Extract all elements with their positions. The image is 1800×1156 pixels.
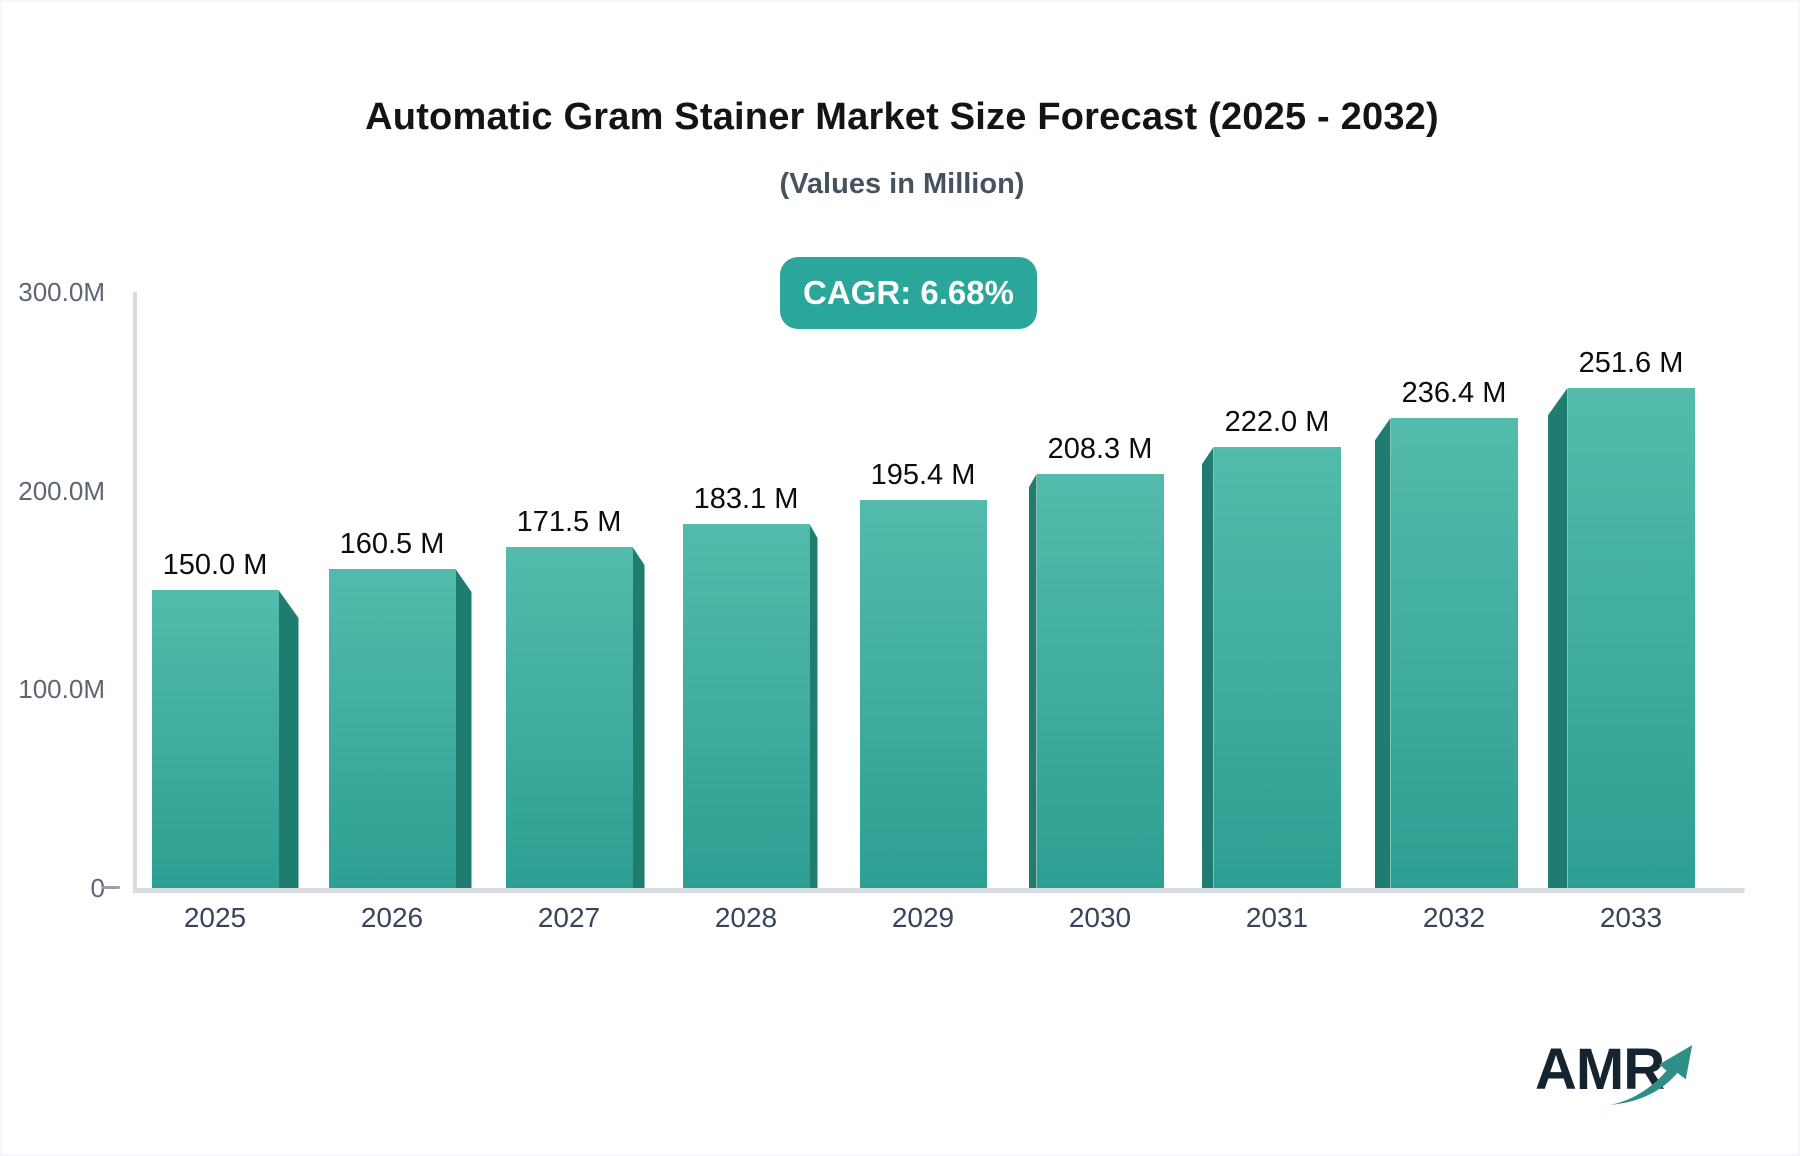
cagr-badge: CAGR: 6.68% <box>780 257 1037 329</box>
bar-2032 <box>1390 418 1518 888</box>
y-tick-label: 0 <box>90 873 105 903</box>
x-axis-line <box>133 888 1745 893</box>
y-tick-label: 100.0M <box>18 674 105 705</box>
cagr-badge-label: CAGR: 6.68% <box>803 274 1014 311</box>
bar-2030 <box>1036 474 1164 888</box>
x-tick-label-2027: 2027 <box>537 902 601 933</box>
bar-value-label: 195.4 M <box>870 459 976 491</box>
bar-side-face <box>1028 474 1037 888</box>
bar-value-label: 160.5 M <box>339 528 445 560</box>
bar-2029 <box>859 500 987 888</box>
y-axis-line <box>133 292 137 892</box>
bar-side-face <box>809 524 818 888</box>
bar-2031 <box>1213 447 1341 888</box>
x-tick-label-2028: 2028 <box>714 902 778 933</box>
amr-logo: AMR <box>1535 1030 1715 1120</box>
bar-side-face <box>1201 447 1214 888</box>
bar-side-face <box>1374 418 1391 888</box>
bar-value-label: 171.5 M <box>516 506 622 538</box>
x-tick-label-2026: 2026 <box>360 902 424 933</box>
bar-value-label: 208.3 M <box>1047 433 1153 465</box>
x-tick-label-2031: 2031 <box>1245 902 1309 933</box>
x-tick-label-2029: 2029 <box>891 902 955 933</box>
y-tick-label: 200.0M <box>18 475 105 506</box>
bar-side-face <box>632 547 645 888</box>
x-tick-label-2032: 2032 <box>1422 902 1486 933</box>
bar-side-face <box>278 590 299 888</box>
bar-2025 <box>151 590 279 888</box>
bar-2028 <box>682 524 810 888</box>
bar-side-face <box>455 569 472 888</box>
bar-value-label: 150.0 M <box>162 549 268 581</box>
bar-side-face <box>1547 388 1568 888</box>
bar-value-label: 251.6 M <box>1578 347 1684 379</box>
x-tick-label-2030: 2030 <box>1068 902 1132 933</box>
x-tick-label-2033: 2033 <box>1599 902 1663 933</box>
bar-value-label: 183.1 M <box>693 483 799 515</box>
chart-title: Automatic Gram Stainer Market Size Forec… <box>365 96 1439 138</box>
growth-arrow-icon <box>1610 1045 1693 1105</box>
x-tick-label-2025: 2025 <box>183 902 247 933</box>
bar-2033 <box>1567 388 1695 888</box>
bar-value-label: 222.0 M <box>1224 406 1330 438</box>
y-tick-label: 300.0M <box>18 277 105 307</box>
chart-subtitle: (Values in Million) <box>779 168 1025 200</box>
y-tick-zero-dash <box>102 886 120 889</box>
bar-value-label: 236.4 M <box>1401 377 1507 409</box>
bar-2027 <box>505 547 633 888</box>
bar-2026 <box>328 569 456 888</box>
